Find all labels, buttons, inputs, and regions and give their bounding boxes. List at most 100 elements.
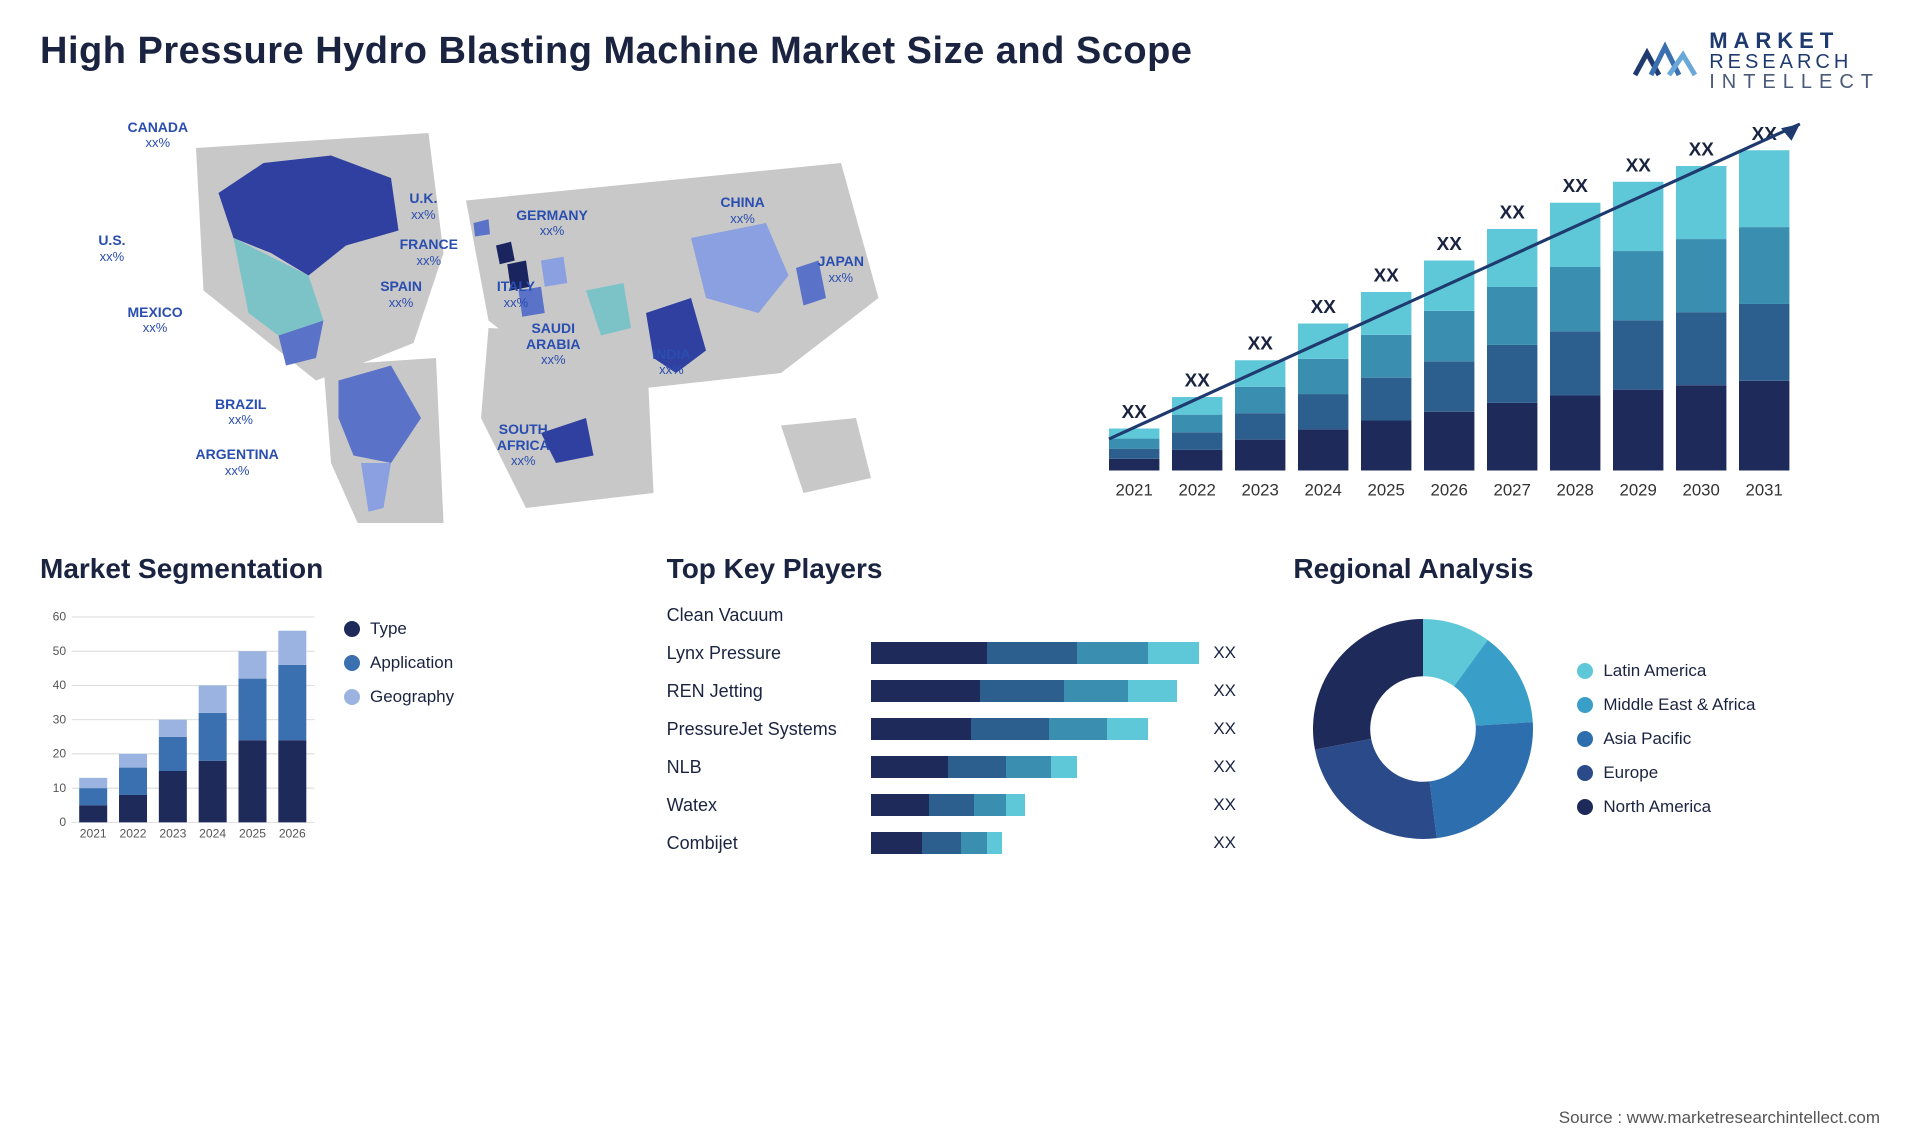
map-label: MEXICOxx%: [127, 305, 182, 336]
svg-text:XX: XX: [1500, 203, 1526, 224]
source-url: www.marketresearchintellect.com: [1627, 1108, 1880, 1127]
svg-text:XX: XX: [1185, 371, 1211, 392]
svg-text:2021: 2021: [80, 826, 107, 840]
segmentation-panel: Market Segmentation 01020304050602021202…: [40, 553, 627, 873]
logo-line2: RESEARCH: [1709, 52, 1880, 72]
svg-text:2025: 2025: [1368, 481, 1405, 500]
svg-text:XX: XX: [1437, 234, 1463, 255]
svg-text:2030: 2030: [1683, 481, 1720, 500]
svg-text:2027: 2027: [1494, 481, 1531, 500]
legend-item: Latin America: [1577, 661, 1755, 681]
legend-swatch: [344, 655, 360, 671]
svg-text:2028: 2028: [1557, 481, 1594, 500]
svg-text:XX: XX: [1374, 266, 1400, 287]
player-row: Clean Vacuum: [667, 599, 1254, 631]
player-name: Clean Vacuum: [667, 605, 857, 626]
map-label: ARGENTINAxx%: [196, 447, 279, 478]
segmentation-title: Market Segmentation: [40, 553, 627, 585]
map-label: FRANCExx%: [400, 237, 458, 268]
player-value: XX: [1213, 719, 1253, 739]
legend-label: Geography: [370, 687, 454, 707]
svg-text:2029: 2029: [1620, 481, 1657, 500]
legend-swatch: [1577, 799, 1593, 815]
player-row: REN JettingXX: [667, 675, 1254, 707]
svg-text:2023: 2023: [159, 826, 186, 840]
legend-item: Europe: [1577, 763, 1755, 783]
world-map: CANADAxx% U.S.xx% MEXICOxx% BRAZILxx% ARGENT…: [40, 103, 1012, 523]
legend-label: Asia Pacific: [1603, 729, 1691, 749]
map-label: SAUDIARABIAxx%: [526, 321, 580, 367]
segmentation-chart: 0102030405060202120222023202420252026: [40, 599, 320, 859]
legend-item: North America: [1577, 797, 1755, 817]
player-bar: [871, 756, 1200, 778]
player-bar: [871, 832, 1200, 854]
svg-text:XX: XX: [1626, 155, 1652, 176]
player-bar: [871, 718, 1200, 740]
regional-legend: Latin America Middle East & Africa Asia Pa…: [1577, 661, 1755, 817]
segmentation-legend: Type Application Geography: [344, 619, 454, 707]
legend-swatch: [1577, 663, 1593, 679]
player-row: Combijet XX: [667, 827, 1254, 859]
player-name: Watex: [667, 795, 857, 816]
source-label: Source :: [1559, 1108, 1622, 1127]
legend-item: Geography: [344, 687, 454, 707]
source-line: Source : www.marketresearchintellect.com: [1559, 1108, 1880, 1128]
player-value: XX: [1213, 681, 1253, 701]
legend-label: North America: [1603, 797, 1711, 817]
map-label: GERMANYxx%: [516, 208, 588, 239]
page-title: High Pressure Hydro Blasting Machine Mar…: [40, 30, 1192, 73]
svg-text:10: 10: [53, 781, 67, 795]
legend-item: Asia Pacific: [1577, 729, 1755, 749]
players-title: Top Key Players: [667, 553, 1254, 585]
player-row: WatexXX: [667, 789, 1254, 821]
player-row: PressureJet Systems XX: [667, 713, 1254, 745]
svg-text:2024: 2024: [1305, 481, 1342, 500]
legend-swatch: [1577, 697, 1593, 713]
svg-text:2022: 2022: [1179, 481, 1216, 500]
svg-text:XX: XX: [1248, 334, 1274, 355]
legend-item: Application: [344, 653, 454, 673]
map-label: U.S.xx%: [98, 233, 125, 264]
legend-swatch: [344, 621, 360, 637]
logo-line1: MARKET: [1709, 30, 1880, 52]
map-label: JAPANxx%: [818, 254, 864, 285]
legend-swatch: [1577, 765, 1593, 781]
player-row: Lynx PressureXX: [667, 637, 1254, 669]
legend-label: Europe: [1603, 763, 1658, 783]
legend-label: Middle East & Africa: [1603, 695, 1755, 715]
svg-text:2026: 2026: [279, 826, 306, 840]
svg-text:20: 20: [53, 747, 67, 761]
legend-label: Application: [370, 653, 453, 673]
growth-bar-chart: XX2021XX2022XX2023XX2024XX2025XX2026XX20…: [1052, 103, 1880, 523]
brand-logo: MARKET RESEARCH INTELLECT: [1633, 30, 1880, 92]
logo-mark-icon: [1633, 35, 1697, 87]
svg-text:2025: 2025: [239, 826, 266, 840]
player-value: XX: [1213, 833, 1253, 853]
player-bar: [871, 794, 1200, 816]
svg-text:60: 60: [53, 610, 67, 624]
legend-swatch: [1577, 731, 1593, 747]
player-name: Combijet: [667, 833, 857, 854]
svg-text:XX: XX: [1311, 297, 1337, 318]
player-name: NLB: [667, 757, 857, 778]
player-bar: [871, 680, 1200, 702]
map-label: CANADAxx%: [127, 120, 188, 151]
svg-text:XX: XX: [1122, 402, 1148, 423]
map-label: BRAZILxx%: [215, 397, 266, 428]
player-bar: [871, 604, 1254, 626]
svg-text:2026: 2026: [1431, 481, 1468, 500]
legend-label: Type: [370, 619, 407, 639]
regional-title: Regional Analysis: [1293, 553, 1880, 585]
player-name: PressureJet Systems: [667, 719, 857, 740]
legend-swatch: [344, 689, 360, 705]
svg-text:2022: 2022: [120, 826, 147, 840]
svg-text:2024: 2024: [199, 826, 226, 840]
map-label: ITALYxx%: [497, 279, 535, 310]
logo-line3: INTELLECT: [1709, 72, 1880, 92]
svg-text:2021: 2021: [1116, 481, 1153, 500]
svg-text:30: 30: [53, 712, 67, 726]
map-label: SPAINxx%: [380, 279, 422, 310]
regional-panel: Regional Analysis Latin America Middle Ea…: [1293, 553, 1880, 873]
player-name: Lynx Pressure: [667, 643, 857, 664]
svg-text:40: 40: [53, 678, 67, 692]
